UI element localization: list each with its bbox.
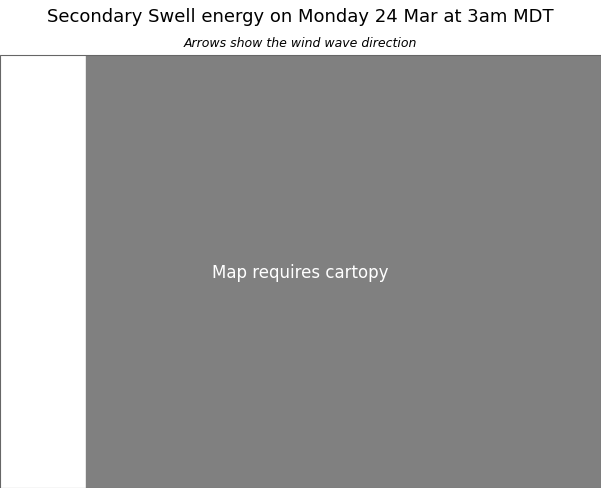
Text: Arrows show the wind wave direction: Arrows show the wind wave direction <box>184 37 417 50</box>
Bar <box>86 56 601 488</box>
Text: Secondary Swell energy on Monday 24 Mar at 3am MDT: Secondary Swell energy on Monday 24 Mar … <box>47 8 554 26</box>
Text: Map requires cartopy: Map requires cartopy <box>212 263 389 281</box>
